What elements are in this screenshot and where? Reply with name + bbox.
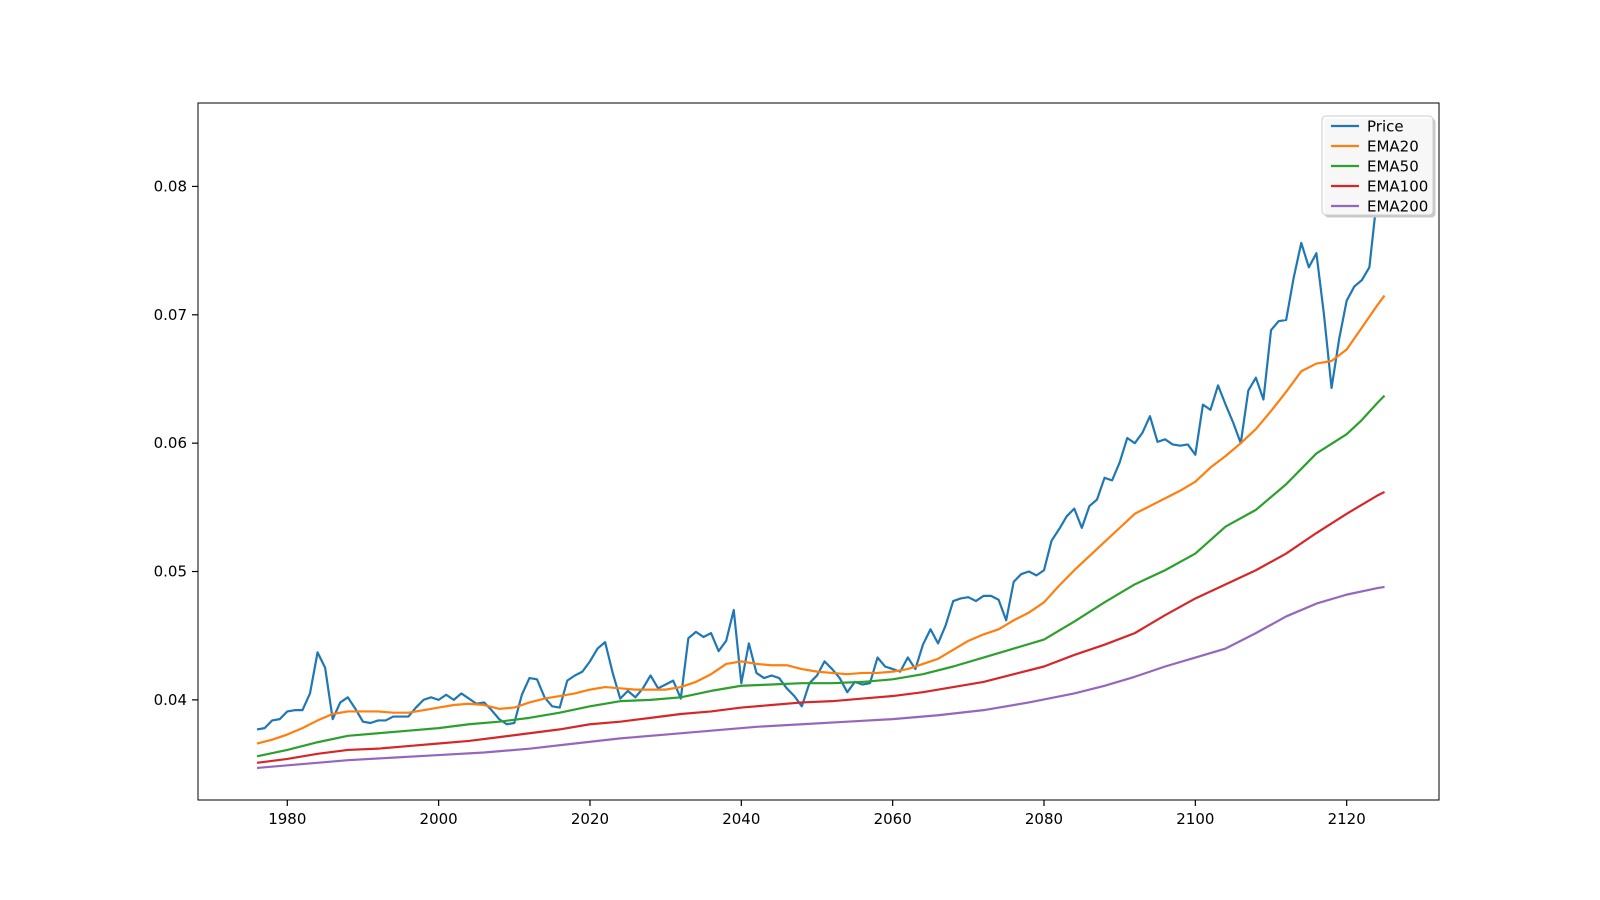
legend-entry-label: EMA200 xyxy=(1367,198,1428,216)
legend-entry-label: EMA20 xyxy=(1367,138,1419,156)
legend-entry-label: EMA50 xyxy=(1367,158,1419,176)
x-tick-label: 2060 xyxy=(874,810,912,828)
y-tick-label: 0.06 xyxy=(154,434,187,452)
x-tick-label: 2080 xyxy=(1025,810,1063,828)
legend-entry-label: Price xyxy=(1367,118,1404,136)
series-line-price xyxy=(256,185,1386,731)
x-tick-label: 2100 xyxy=(1176,810,1214,828)
series-line-ema20 xyxy=(256,294,1386,745)
x-tick-label: 2120 xyxy=(1328,810,1366,828)
y-tick-label: 0.05 xyxy=(154,563,187,581)
series-line-ema100 xyxy=(256,490,1386,764)
x-tick-label: 1980 xyxy=(268,810,306,828)
y-tick-label: 0.04 xyxy=(154,691,187,709)
y-tick-label: 0.07 xyxy=(154,306,187,324)
x-tick-label: 2020 xyxy=(571,810,609,828)
legend-box xyxy=(1321,115,1434,216)
y-tick-label: 0.08 xyxy=(154,177,187,195)
x-tick-label: 2040 xyxy=(722,810,760,828)
series-line-ema200 xyxy=(256,585,1385,770)
legend-entry-label: EMA100 xyxy=(1367,178,1428,196)
series-line-ema50 xyxy=(256,394,1386,758)
x-tick-label: 2000 xyxy=(420,810,458,828)
axes-spines xyxy=(197,102,1440,801)
